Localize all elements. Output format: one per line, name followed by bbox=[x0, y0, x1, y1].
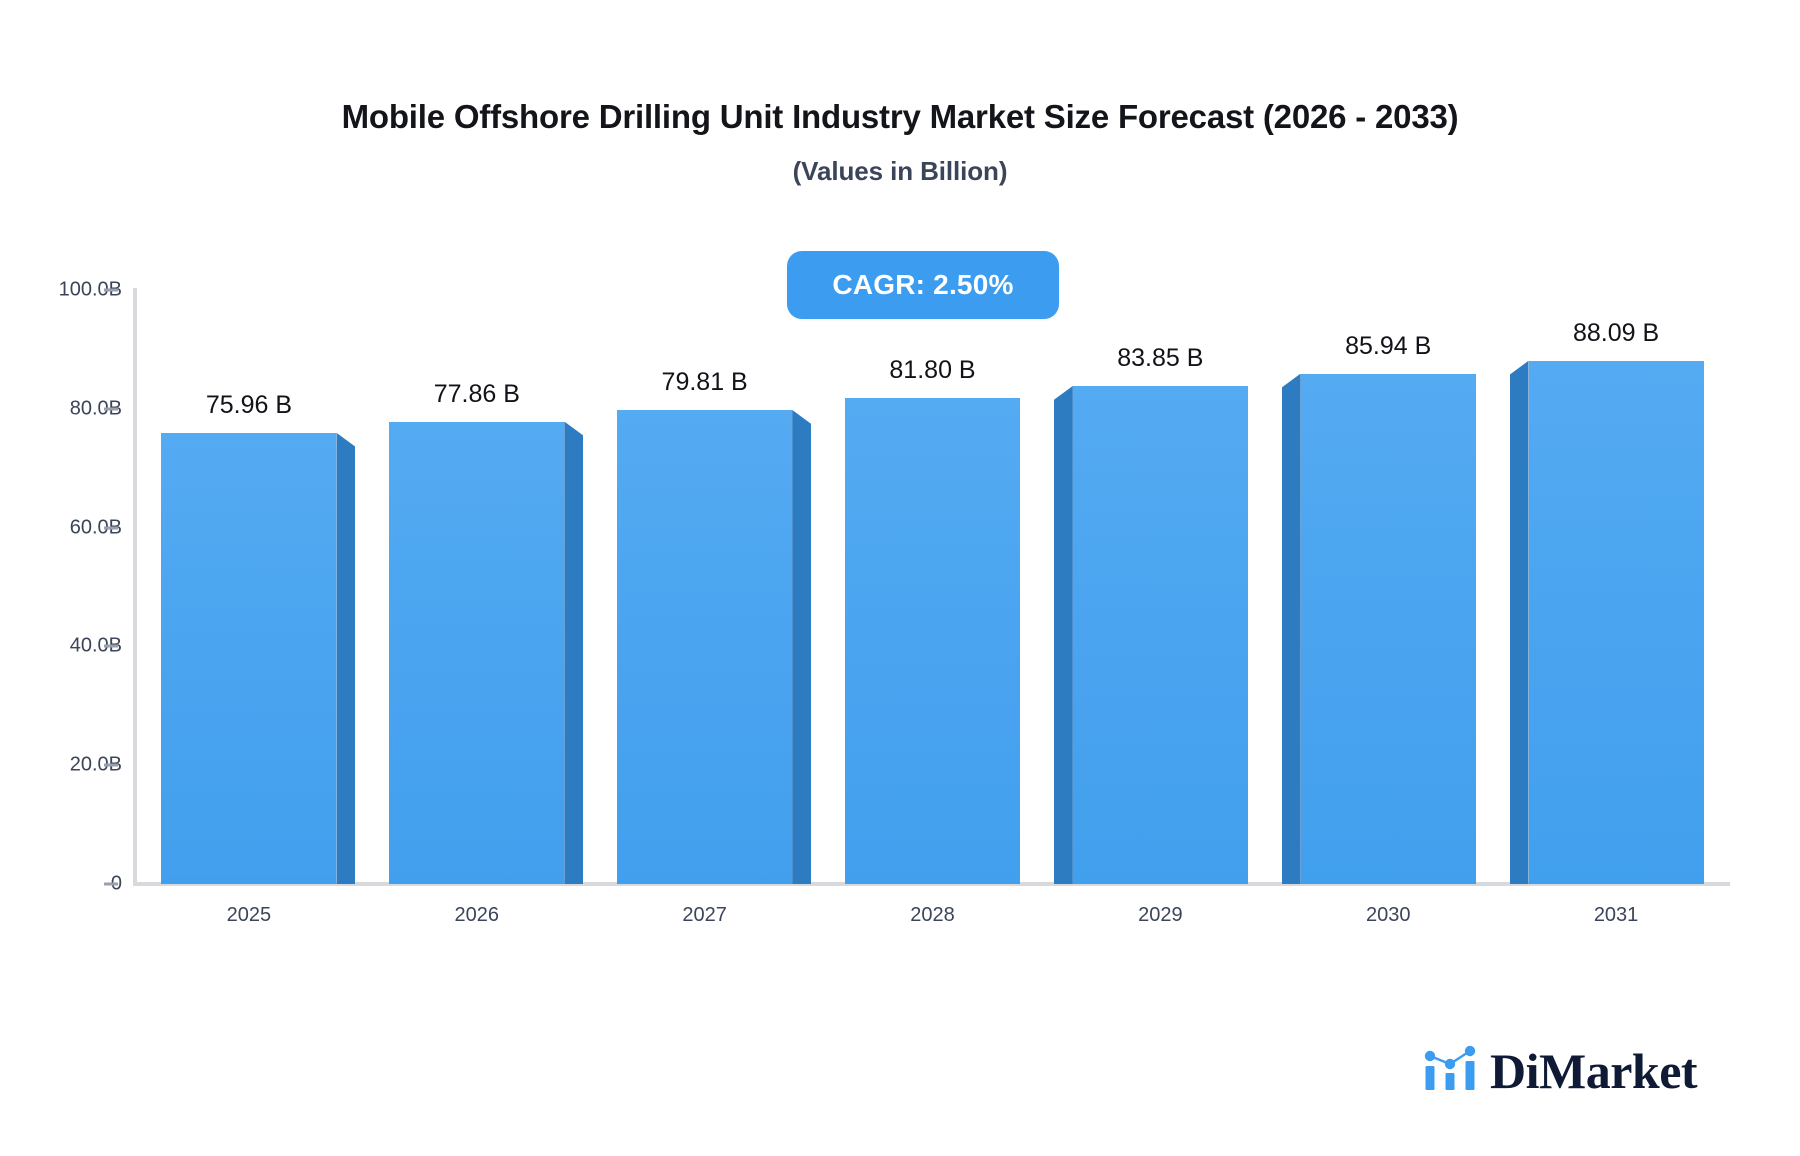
y-axis-tick-label: 40.0B bbox=[69, 634, 122, 657]
x-axis-tick-2029: 2029 bbox=[1138, 904, 1183, 926]
bar-value-label: 75.96 B bbox=[205, 390, 293, 419]
bar-2030[interactable] bbox=[1281, 373, 1476, 884]
bar-face bbox=[845, 398, 1020, 884]
y-axis-tick-mark bbox=[104, 763, 118, 767]
bar-face bbox=[1528, 360, 1704, 884]
bar-side-face bbox=[1053, 385, 1073, 884]
x-axis-tick-2026: 2026 bbox=[454, 904, 500, 926]
title-block: Mobile Offshore Drilling Unit Industry M… bbox=[0, 96, 1800, 187]
y-axis-tick-label: 80.0B bbox=[69, 397, 122, 420]
bar-chart-logo-icon bbox=[1424, 1044, 1478, 1097]
bar-value-label: 83.85 B bbox=[1117, 343, 1204, 372]
page-title: Mobile Offshore Drilling Unit Industry M… bbox=[341, 98, 1459, 135]
y-axis-tick-label: 100.0B bbox=[58, 278, 122, 301]
y-axis-tick-mark bbox=[104, 526, 118, 530]
y-axis-tick-mark bbox=[104, 407, 118, 411]
x-axis-tick-2025: 2025 bbox=[226, 904, 272, 926]
y-axis-tick-label: 20.0B bbox=[69, 753, 122, 776]
bar-2028[interactable] bbox=[845, 398, 1020, 884]
y-axis-tick-label: 60.0B bbox=[69, 516, 122, 539]
x-axis-tick-2028: 2028 bbox=[910, 904, 955, 926]
bar-side-face bbox=[336, 432, 356, 884]
bar-value-label: 79.81 B bbox=[661, 367, 748, 396]
bar-side-face bbox=[1509, 360, 1529, 884]
bar-2027[interactable] bbox=[617, 409, 812, 884]
bar-value-label: 81.80 B bbox=[889, 356, 976, 385]
bar-side-face bbox=[564, 421, 584, 884]
bar-2029[interactable] bbox=[1053, 385, 1248, 884]
bar-2031[interactable] bbox=[1509, 360, 1704, 884]
bar-value-label: 85.94 B bbox=[1345, 331, 1432, 360]
x-axis-tick-2031: 2031 bbox=[1593, 904, 1639, 926]
dimarket-logo: DiMarket bbox=[1424, 1042, 1698, 1099]
bar-value-label: 88.09 B bbox=[1572, 318, 1660, 347]
bar-side-face bbox=[1281, 373, 1301, 884]
bar-2025[interactable] bbox=[161, 432, 356, 884]
bar-face bbox=[389, 421, 565, 884]
cagr-badge: CAGR: 2.50% bbox=[787, 251, 1059, 319]
bar-face bbox=[1072, 385, 1248, 884]
y-axis-line bbox=[133, 288, 137, 884]
x-axis-line bbox=[133, 882, 1730, 886]
y-axis-tick-mark bbox=[104, 882, 118, 886]
bar-2026[interactable] bbox=[389, 421, 584, 884]
x-axis-tick-2030: 2030 bbox=[1365, 904, 1411, 926]
bar-face bbox=[617, 409, 793, 884]
bar-value-label: 77.86 B bbox=[433, 379, 520, 408]
logo-text: DiMarket bbox=[1490, 1042, 1698, 1099]
y-axis-tick-mark bbox=[104, 288, 118, 292]
bar-face bbox=[1300, 373, 1476, 884]
y-axis-tick-mark bbox=[104, 644, 118, 648]
bar-face bbox=[161, 432, 337, 884]
bar-side-face bbox=[792, 409, 812, 884]
page-subtitle: (Values in Billion) bbox=[792, 156, 1008, 187]
x-axis-tick-2027: 2027 bbox=[682, 904, 727, 926]
